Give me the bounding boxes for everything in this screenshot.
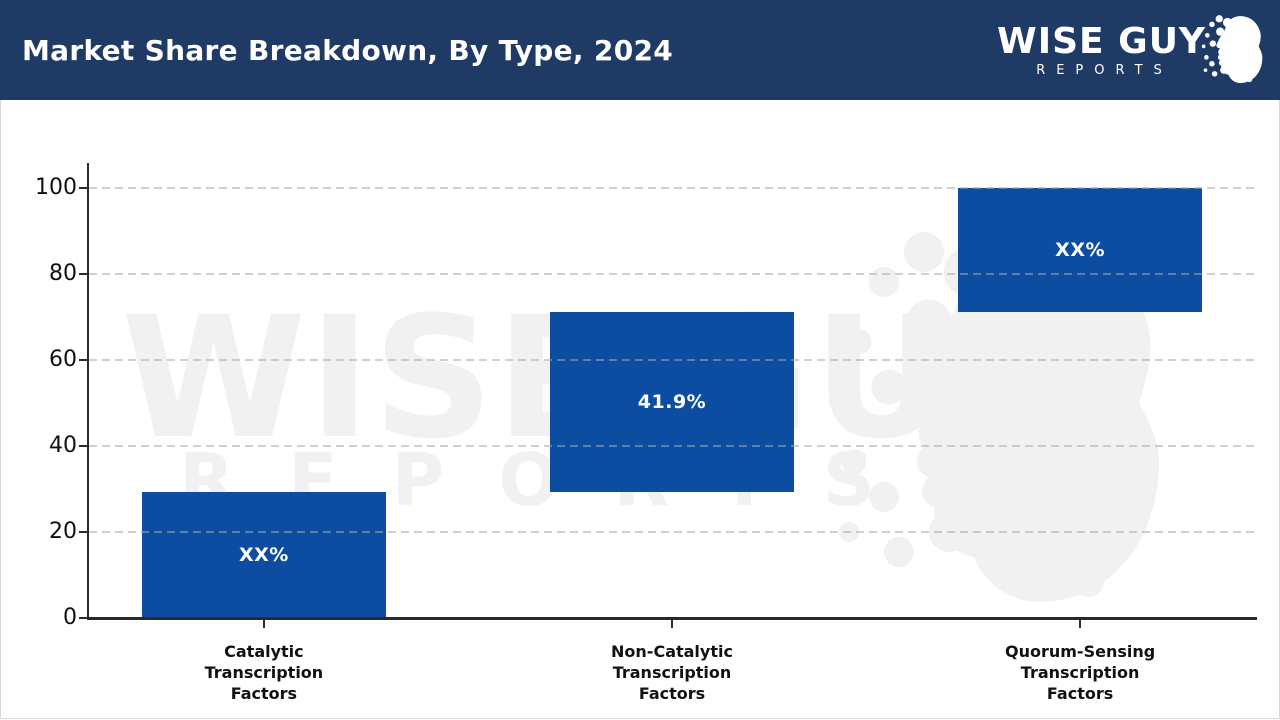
y-tick-label-80: 80 <box>49 261 77 286</box>
gridline-40 <box>89 445 1255 447</box>
bar-value-label-2: XX% <box>1055 238 1106 261</box>
wiseguy-face-icon <box>1201 15 1263 84</box>
x-tick-mark-0 <box>262 620 265 628</box>
y-tick-label-60: 60 <box>49 347 77 372</box>
gridline-20 <box>89 531 1255 533</box>
bar-value-label-0: XX% <box>238 543 289 566</box>
bar-value-label-1: 41.9% <box>637 390 707 413</box>
wiseguy-logo-text: WISE GUY REPORTS <box>996 20 1206 78</box>
x-axis-line <box>87 617 1257 620</box>
y-tick-label-100: 100 <box>35 175 77 200</box>
y-tick-mark-0 <box>79 617 88 619</box>
gridline-60 <box>89 359 1255 361</box>
y-tick-mark-100 <box>79 187 88 189</box>
header-bar: Market Share Breakdown, By Type, 2024 WI… <box>0 0 1280 100</box>
chart-area: WISE GUY REPORTS 020406080100XX%Catalyti… <box>0 100 1280 719</box>
chart-bar-1: 41.9% <box>550 311 794 492</box>
x-tick-mark-1 <box>671 620 673 628</box>
y-tick-mark-20 <box>79 531 88 533</box>
y-tick-mark-80 <box>79 273 88 275</box>
category-label-2: Quorum-Sensing Transcription Factors <box>1004 642 1156 704</box>
y-tick-mark-60 <box>79 359 88 361</box>
y-tick-label-20: 20 <box>49 519 77 544</box>
gridline-80 <box>89 273 1255 275</box>
y-tick-mark-40 <box>79 445 88 447</box>
x-tick-mark-2 <box>1079 620 1082 628</box>
y-tick-label-0: 0 <box>63 605 77 630</box>
logo-name: WISE GUY <box>996 20 1206 62</box>
y-tick-label-40: 40 <box>49 433 77 458</box>
page-title: Market Share Breakdown, By Type, 2024 <box>22 33 674 67</box>
chart-bar-0: XX% <box>141 492 386 618</box>
gridline-100 <box>89 187 1255 189</box>
chart-bar-2: XX% <box>958 188 1203 312</box>
y-axis-line <box>87 163 89 620</box>
wiseguy-logo: WISE GUY REPORTS <box>997 6 1266 94</box>
category-label-1: Non-Catalytic Transcription Factors <box>611 642 733 704</box>
category-label-0: Catalytic Transcription Factors <box>204 642 324 704</box>
logo-subtitle: REPORTS <box>1036 62 1173 78</box>
